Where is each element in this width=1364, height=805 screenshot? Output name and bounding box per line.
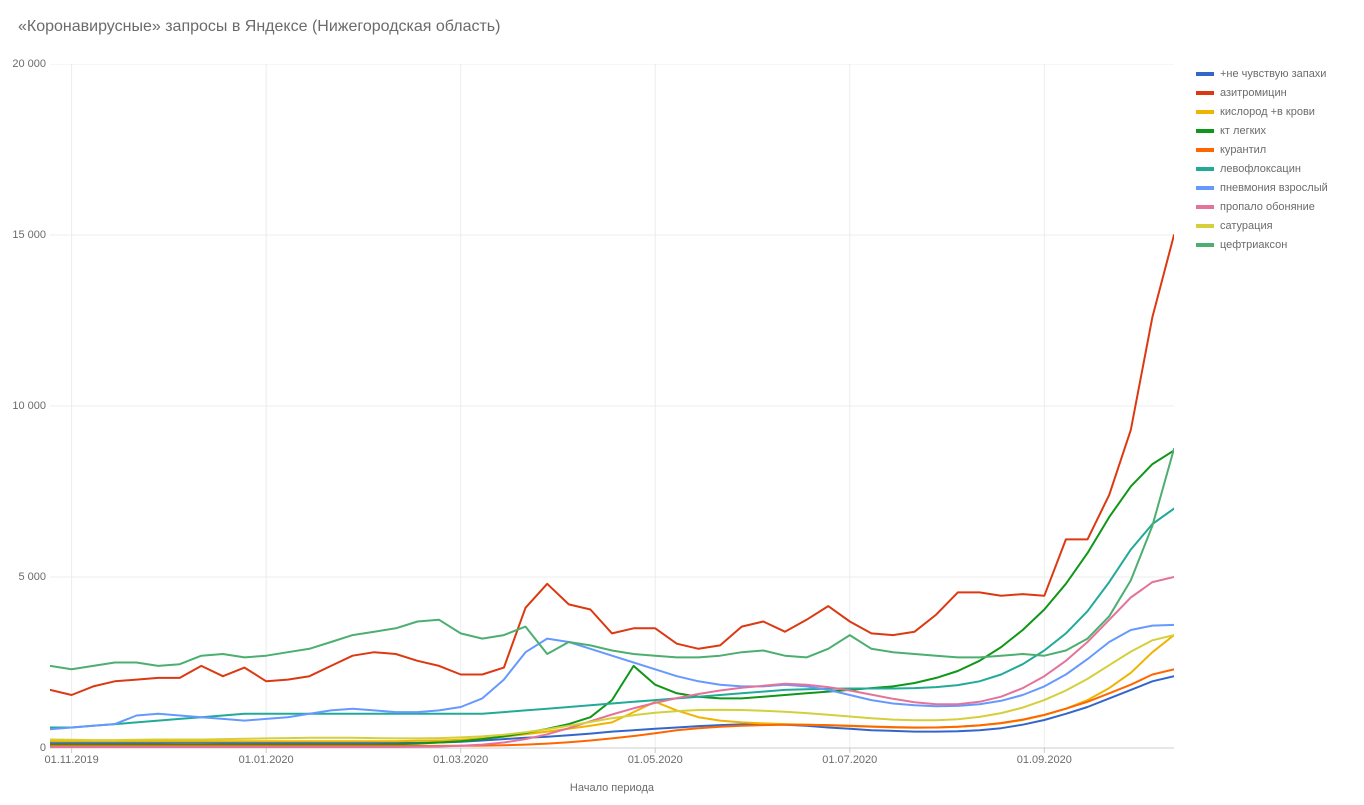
legend-swatch: [1196, 110, 1214, 114]
series-line: [50, 669, 1174, 746]
legend-swatch: [1196, 205, 1214, 209]
legend-label: левофлоксацин: [1220, 163, 1301, 175]
legend-label: цефтриаксон: [1220, 239, 1287, 251]
legend-swatch: [1196, 91, 1214, 95]
legend-item[interactable]: сатурация: [1196, 216, 1356, 235]
chart-title: «Коронавирусные» запросы в Яндексе (Ниже…: [18, 18, 500, 36]
legend-swatch: [1196, 243, 1214, 247]
legend-swatch: [1196, 186, 1214, 190]
series-line: [50, 449, 1174, 670]
chart-plot: [50, 64, 1174, 754]
legend-label: +не чувствую запахи: [1220, 68, 1326, 80]
x-tick-label: 01.03.2020: [433, 754, 488, 766]
legend-item[interactable]: азитромицин: [1196, 83, 1356, 102]
x-tick-label: 01.07.2020: [822, 754, 877, 766]
legend-swatch: [1196, 148, 1214, 152]
legend-label: пневмония взрослый: [1220, 182, 1328, 194]
legend-item[interactable]: кислород +в крови: [1196, 102, 1356, 121]
legend-label: азитромицин: [1220, 87, 1287, 99]
legend-item[interactable]: кт легких: [1196, 121, 1356, 140]
y-tick-label: 20 000: [0, 58, 46, 70]
series-line: [50, 235, 1174, 695]
legend-item[interactable]: пневмония взрослый: [1196, 178, 1356, 197]
legend-item[interactable]: цефтриаксон: [1196, 235, 1356, 254]
x-tick-label: 01.05.2020: [628, 754, 683, 766]
legend-label: сатурация: [1220, 220, 1273, 232]
legend-item[interactable]: левофлоксацин: [1196, 159, 1356, 178]
chart-legend: +не чувствую запахи азитромицин кислород +…: [1196, 64, 1356, 254]
y-tick-label: 5 000: [0, 571, 46, 583]
legend-swatch: [1196, 129, 1214, 133]
legend-label: пропало обоняние: [1220, 201, 1315, 213]
legend-label: курантил: [1220, 144, 1266, 156]
legend-swatch: [1196, 224, 1214, 228]
x-tick-label: 01.01.2020: [239, 754, 294, 766]
legend-swatch: [1196, 72, 1214, 76]
x-axis-label: Начало периода: [50, 782, 1174, 794]
y-tick-label: 0: [0, 742, 46, 754]
y-tick-label: 15 000: [0, 229, 46, 241]
legend-label: кислород +в крови: [1220, 106, 1315, 118]
legend-item[interactable]: +не чувствую запахи: [1196, 64, 1356, 83]
legend-swatch: [1196, 167, 1214, 171]
x-tick-label: 01.11.2019: [44, 754, 98, 766]
legend-item[interactable]: курантил: [1196, 140, 1356, 159]
x-tick-label: 01.09.2020: [1017, 754, 1072, 766]
legend-label: кт легких: [1220, 125, 1266, 137]
series-line: [50, 676, 1174, 743]
y-tick-label: 10 000: [0, 400, 46, 412]
legend-item[interactable]: пропало обоняние: [1196, 197, 1356, 216]
